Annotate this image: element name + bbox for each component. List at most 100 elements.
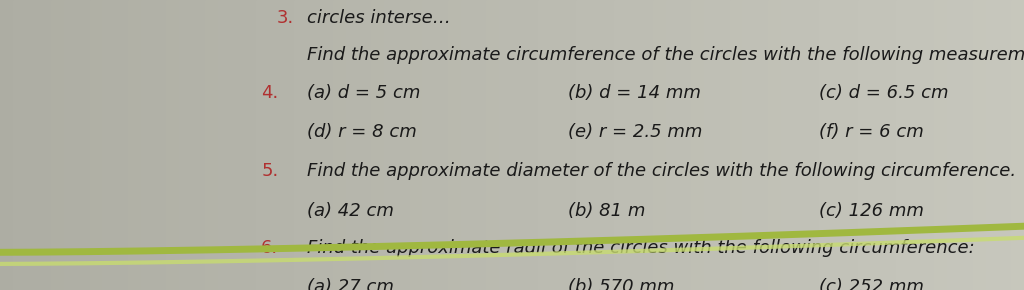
Bar xyxy=(77,0,90,290)
Bar xyxy=(256,0,268,290)
Bar xyxy=(141,0,154,290)
Bar xyxy=(691,0,705,290)
Text: (f) r = 6 cm: (f) r = 6 cm xyxy=(819,123,924,141)
Bar xyxy=(193,0,205,290)
Bar xyxy=(51,0,63,290)
Bar xyxy=(307,0,319,290)
Bar xyxy=(524,0,538,290)
Bar xyxy=(282,0,295,290)
Bar xyxy=(961,0,973,290)
Bar xyxy=(230,0,244,290)
Bar xyxy=(346,0,358,290)
Bar xyxy=(1012,0,1024,290)
Bar xyxy=(268,0,282,290)
Bar xyxy=(90,0,102,290)
Text: (b) d = 14 mm: (b) d = 14 mm xyxy=(568,84,701,102)
Bar xyxy=(128,0,141,290)
Text: (c) 252 mm: (c) 252 mm xyxy=(819,278,924,290)
Bar xyxy=(26,0,39,290)
Bar xyxy=(166,0,179,290)
Bar xyxy=(602,0,614,290)
Bar xyxy=(371,0,384,290)
Bar xyxy=(319,0,333,290)
Bar xyxy=(666,0,678,290)
Bar xyxy=(780,0,794,290)
Bar xyxy=(397,0,410,290)
Bar xyxy=(896,0,909,290)
Bar xyxy=(12,0,26,290)
Bar xyxy=(538,0,551,290)
Text: (b) 81 m: (b) 81 m xyxy=(568,202,646,220)
Bar xyxy=(154,0,166,290)
Text: Find the approximate circumference of the circles with the following measurement: Find the approximate circumference of th… xyxy=(307,46,1024,64)
Bar xyxy=(589,0,601,290)
Bar xyxy=(934,0,947,290)
Bar xyxy=(883,0,896,290)
Text: (a) 27 cm: (a) 27 cm xyxy=(307,278,394,290)
Text: Find the approximate radii of the circles with the following circumference:: Find the approximate radii of the circle… xyxy=(307,239,975,257)
Bar xyxy=(217,0,230,290)
Text: 3.: 3. xyxy=(276,9,294,27)
Text: (e) r = 2.5 mm: (e) r = 2.5 mm xyxy=(568,123,702,141)
Bar xyxy=(807,0,819,290)
Bar xyxy=(179,0,193,290)
Bar xyxy=(205,0,218,290)
Bar xyxy=(449,0,461,290)
Bar xyxy=(422,0,435,290)
Bar xyxy=(333,0,346,290)
Text: (d) r = 8 cm: (d) r = 8 cm xyxy=(307,123,417,141)
Bar xyxy=(831,0,845,290)
Bar xyxy=(563,0,575,290)
Bar xyxy=(0,0,12,290)
Bar xyxy=(473,0,486,290)
Text: circles interse…: circles interse… xyxy=(307,9,451,27)
Bar xyxy=(410,0,423,290)
Bar xyxy=(614,0,627,290)
Bar xyxy=(985,0,998,290)
Bar xyxy=(922,0,934,290)
Text: 6.: 6. xyxy=(261,239,279,257)
Bar xyxy=(794,0,807,290)
Bar xyxy=(115,0,128,290)
Bar xyxy=(653,0,666,290)
Text: (c) 126 mm: (c) 126 mm xyxy=(819,202,924,220)
Bar xyxy=(909,0,922,290)
Bar xyxy=(717,0,729,290)
Text: (a) d = 5 cm: (a) d = 5 cm xyxy=(307,84,421,102)
Bar xyxy=(705,0,717,290)
Bar xyxy=(244,0,256,290)
Bar xyxy=(39,0,51,290)
Bar xyxy=(358,0,371,290)
Bar xyxy=(756,0,768,290)
Bar xyxy=(63,0,77,290)
Bar xyxy=(461,0,473,290)
Bar xyxy=(486,0,500,290)
Bar xyxy=(102,0,115,290)
Bar xyxy=(295,0,307,290)
Text: 5.: 5. xyxy=(261,162,279,180)
Bar xyxy=(870,0,883,290)
Bar xyxy=(575,0,589,290)
Bar xyxy=(729,0,742,290)
Bar xyxy=(845,0,857,290)
Bar xyxy=(627,0,640,290)
Text: (a) 42 cm: (a) 42 cm xyxy=(307,202,394,220)
Bar xyxy=(947,0,961,290)
Bar xyxy=(973,0,985,290)
Bar xyxy=(742,0,755,290)
Bar xyxy=(500,0,512,290)
Bar xyxy=(819,0,831,290)
Text: Find the approximate diameter of the circles with the following circumference.: Find the approximate diameter of the cir… xyxy=(307,162,1017,180)
Bar xyxy=(998,0,1011,290)
Bar xyxy=(512,0,524,290)
Bar xyxy=(640,0,653,290)
Text: (c) d = 6.5 cm: (c) d = 6.5 cm xyxy=(819,84,948,102)
Text: (b) 570 mm: (b) 570 mm xyxy=(568,278,675,290)
Bar xyxy=(858,0,870,290)
Bar xyxy=(435,0,449,290)
Bar xyxy=(551,0,563,290)
Bar xyxy=(384,0,397,290)
Text: 4.: 4. xyxy=(261,84,279,102)
Bar xyxy=(678,0,691,290)
Bar xyxy=(768,0,780,290)
